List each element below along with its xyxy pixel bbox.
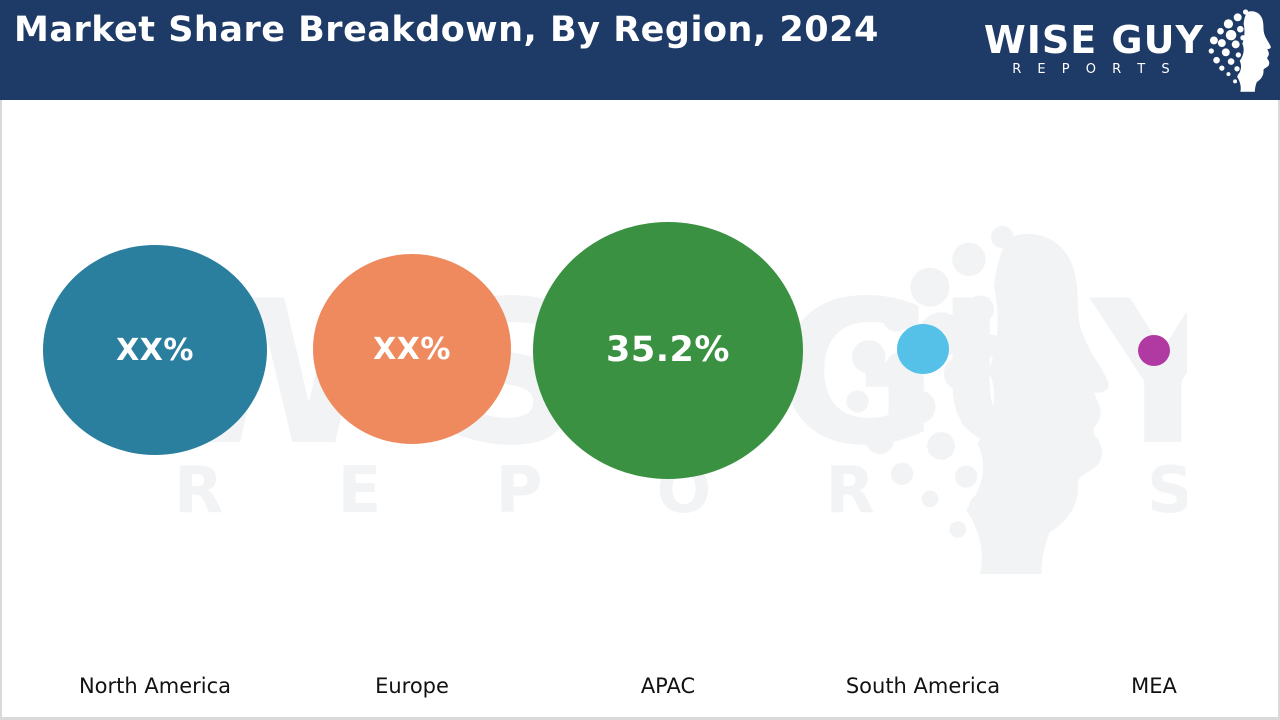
category-label-north-america: North America: [78, 674, 232, 698]
brand-name: WISE GUY: [983, 18, 1204, 63]
bubble-apac: 35.2%: [533, 221, 803, 479]
page-title: Market Share Breakdown, By Region, 2024: [14, 10, 879, 50]
brand-subtitle: R E P O R T S: [1012, 61, 1176, 77]
header-bar: Market Share Breakdown, By Region, 2024 …: [0, 0, 1280, 100]
brand-head-icon: [1206, 5, 1272, 93]
bubble-value-label-europe: XX%: [373, 331, 451, 367]
bubble-north-america: XX%: [43, 245, 267, 455]
brand-logo-text: WISE GUY R E P O R T S: [983, 18, 1204, 77]
bubble-value-label-apac: 35.2%: [606, 330, 730, 370]
chart-area: WISE GUY R E P O R T S XX%XX%35.2% North…: [0, 100, 1280, 720]
bubble-mea: [1138, 334, 1170, 366]
watermark-head-icon: [846, 225, 1109, 574]
bubble-value-label-north-america: XX%: [116, 332, 194, 368]
category-label-south-america: South America: [845, 674, 1001, 698]
bubble-south-america: [897, 324, 949, 374]
category-label-europe: Europe: [375, 674, 449, 698]
category-label-mea: MEA: [1131, 674, 1177, 698]
category-label-apac: APAC: [640, 674, 696, 698]
bubble-europe: XX%: [313, 254, 511, 444]
brand-logo: WISE GUY R E P O R T S: [984, 5, 1272, 93]
